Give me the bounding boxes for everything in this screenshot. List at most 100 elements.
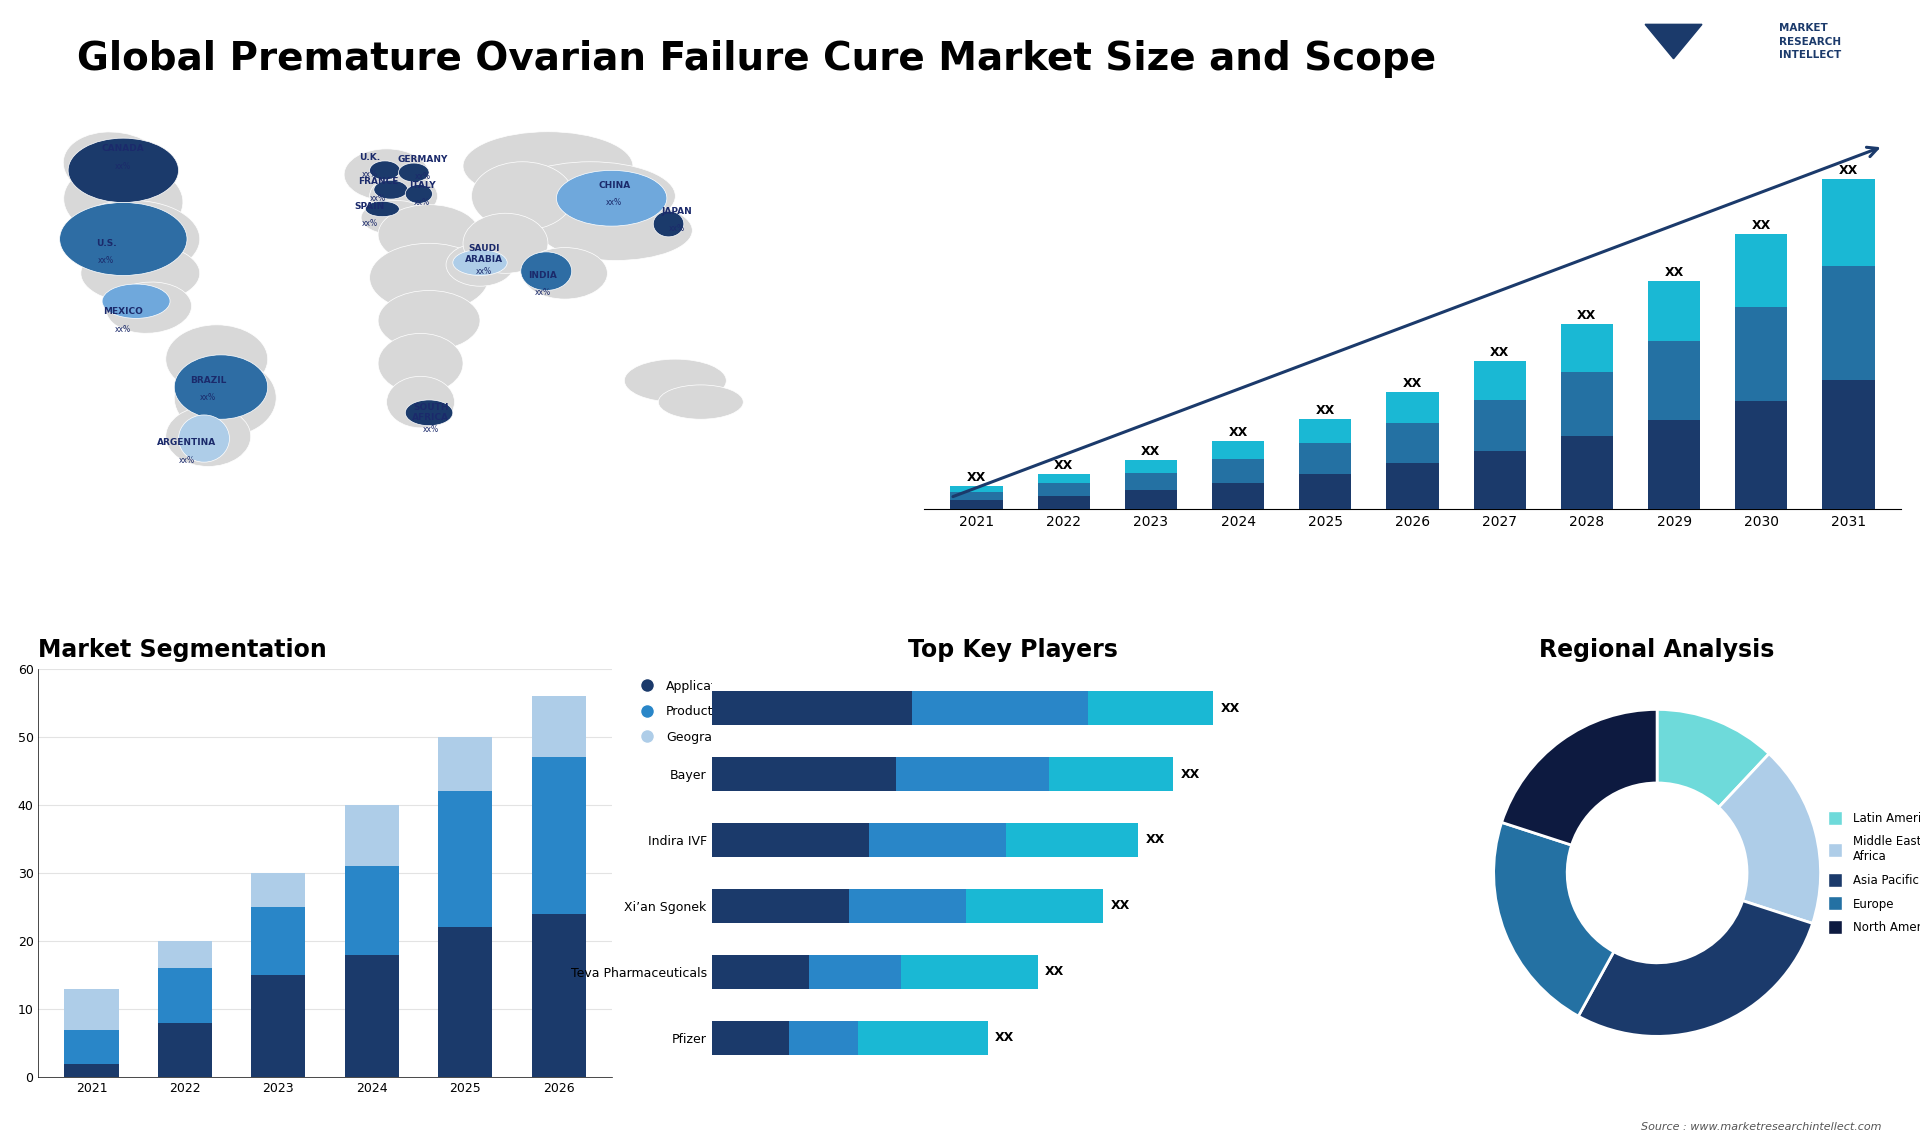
- Text: CHINA: CHINA: [597, 181, 630, 190]
- Wedge shape: [1718, 754, 1820, 924]
- Bar: [789, 1021, 858, 1054]
- Bar: [1822, 179, 1874, 266]
- Bar: [438, 791, 492, 927]
- Text: MEXICO: MEXICO: [104, 307, 144, 316]
- Bar: [1822, 266, 1874, 379]
- Text: xx%: xx%: [536, 288, 551, 297]
- Wedge shape: [1657, 709, 1768, 807]
- Ellipse shape: [175, 359, 276, 437]
- Text: SPAIN: SPAIN: [355, 203, 384, 211]
- Text: xx%: xx%: [361, 220, 378, 228]
- Text: ARGENTINA: ARGENTINA: [157, 438, 217, 447]
- Text: XX: XX: [1315, 405, 1334, 417]
- Text: xx%: xx%: [115, 162, 131, 171]
- Ellipse shape: [67, 139, 179, 203]
- Ellipse shape: [371, 160, 399, 180]
- Text: BRAZIL: BRAZIL: [190, 376, 227, 385]
- Text: XX: XX: [968, 471, 987, 484]
- Text: xx%: xx%: [415, 172, 432, 181]
- Bar: [1473, 400, 1526, 452]
- Ellipse shape: [371, 243, 488, 312]
- Text: xx%: xx%: [476, 267, 492, 276]
- Text: xx%: xx%: [179, 455, 196, 464]
- Bar: [346, 866, 399, 955]
- Ellipse shape: [463, 213, 547, 274]
- Bar: [712, 888, 849, 923]
- Ellipse shape: [106, 282, 192, 333]
- Bar: [712, 691, 912, 725]
- Ellipse shape: [405, 185, 432, 203]
- Text: xx%: xx%: [415, 198, 430, 207]
- Text: Source : www.marketresearchintellect.com: Source : www.marketresearchintellect.com: [1642, 1122, 1882, 1132]
- Bar: [870, 823, 1006, 857]
- Bar: [1300, 442, 1352, 473]
- Legend: Application, Product, Geography: Application, Product, Geography: [630, 675, 741, 748]
- Text: CANADA: CANADA: [102, 144, 144, 154]
- Text: XX: XX: [1751, 219, 1770, 233]
- Wedge shape: [1578, 901, 1812, 1036]
- Text: XX: XX: [1404, 377, 1423, 390]
- Ellipse shape: [463, 132, 634, 201]
- Ellipse shape: [175, 355, 267, 419]
- Wedge shape: [1494, 823, 1615, 1017]
- Bar: [1736, 307, 1788, 401]
- Bar: [712, 756, 897, 791]
- Bar: [1386, 423, 1438, 463]
- Text: xx%: xx%: [371, 194, 386, 203]
- Ellipse shape: [378, 290, 480, 351]
- Ellipse shape: [165, 324, 267, 393]
- Bar: [1736, 235, 1788, 307]
- Text: ITALY: ITALY: [409, 181, 436, 190]
- Wedge shape: [1501, 709, 1657, 845]
- Ellipse shape: [374, 180, 407, 199]
- Text: XX: XX: [995, 1031, 1014, 1044]
- Text: xx%: xx%: [422, 425, 440, 434]
- Bar: [252, 873, 305, 906]
- Text: XX: XX: [1146, 833, 1165, 847]
- Text: INDIA: INDIA: [528, 270, 557, 280]
- Text: XX: XX: [1839, 164, 1859, 178]
- Ellipse shape: [344, 149, 428, 201]
- Ellipse shape: [365, 202, 399, 217]
- Ellipse shape: [557, 171, 666, 226]
- Text: xx%: xx%: [200, 393, 217, 402]
- Bar: [438, 737, 492, 791]
- Bar: [346, 804, 399, 866]
- Text: JAPAN: JAPAN: [662, 206, 693, 215]
- Ellipse shape: [63, 132, 167, 201]
- Bar: [810, 955, 900, 989]
- Bar: [1125, 473, 1177, 489]
- Ellipse shape: [386, 376, 455, 427]
- Text: XX: XX: [1229, 426, 1248, 439]
- Ellipse shape: [102, 284, 171, 319]
- Bar: [1473, 452, 1526, 509]
- Ellipse shape: [63, 162, 182, 240]
- Ellipse shape: [624, 359, 726, 402]
- Bar: [900, 955, 1037, 989]
- Text: SAUDI
ARABIA: SAUDI ARABIA: [465, 244, 503, 264]
- Bar: [157, 968, 211, 1022]
- Text: xx%: xx%: [668, 223, 685, 233]
- Bar: [532, 696, 586, 758]
- Ellipse shape: [522, 248, 607, 299]
- Ellipse shape: [520, 252, 572, 290]
- Bar: [65, 1029, 119, 1063]
- Bar: [1125, 460, 1177, 473]
- Bar: [1089, 691, 1213, 725]
- Text: U.S.: U.S.: [96, 238, 117, 248]
- Text: FRANCE: FRANCE: [357, 176, 397, 186]
- Bar: [252, 906, 305, 975]
- Bar: [532, 913, 586, 1077]
- Bar: [157, 1022, 211, 1077]
- Bar: [849, 888, 966, 923]
- Bar: [1006, 823, 1139, 857]
- Ellipse shape: [653, 211, 684, 237]
- Text: GERMANY: GERMANY: [397, 155, 447, 164]
- Text: U.K.: U.K.: [359, 152, 380, 162]
- Ellipse shape: [63, 201, 200, 277]
- Bar: [1212, 482, 1263, 509]
- Text: XX: XX: [1181, 768, 1200, 780]
- Text: XX: XX: [1221, 701, 1240, 715]
- Text: xx%: xx%: [607, 198, 622, 207]
- Ellipse shape: [60, 203, 186, 275]
